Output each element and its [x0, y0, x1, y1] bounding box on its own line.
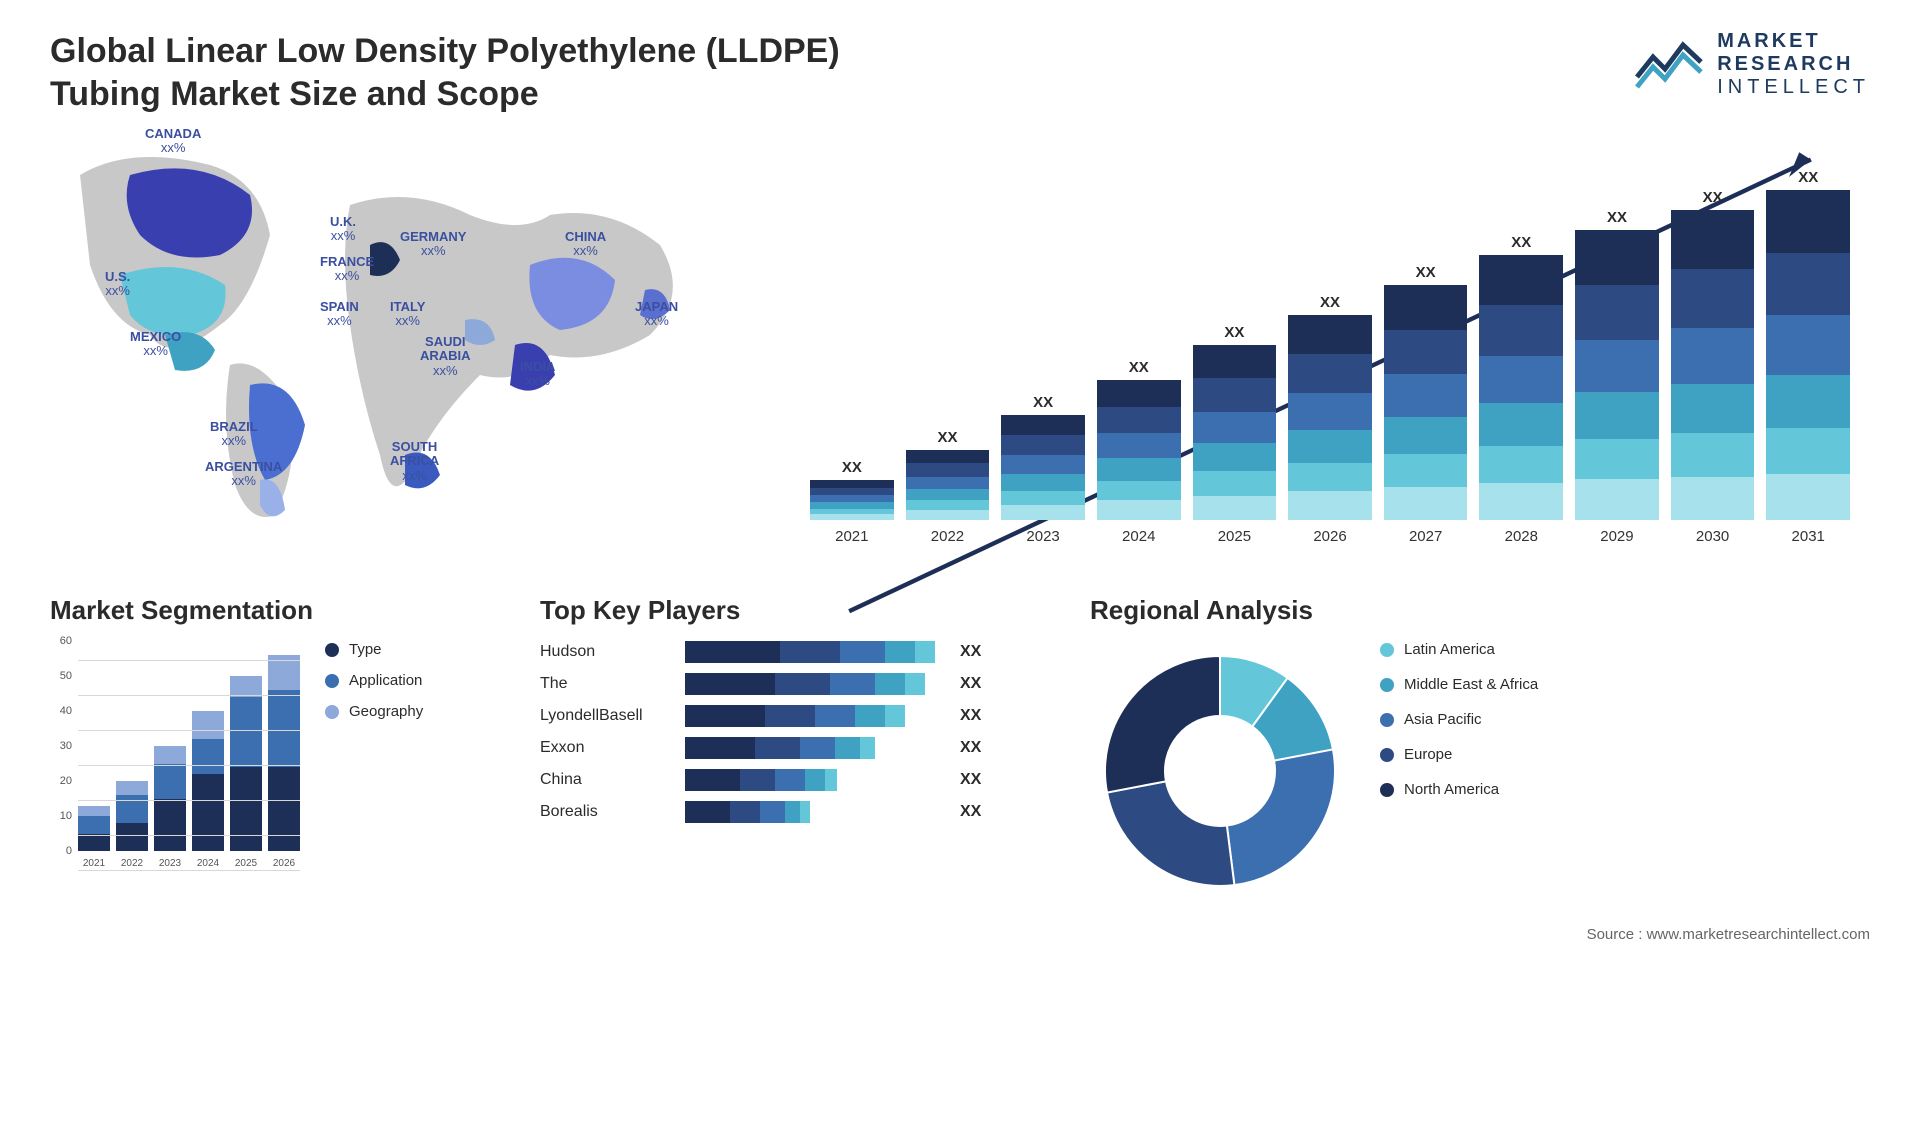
map-label: FRANCExx%	[320, 255, 374, 284]
forecast-bar: XX2030	[1671, 189, 1755, 520]
logo-icon	[1635, 37, 1705, 92]
regional-legend: Latin America Middle East & Africa Asia Pa…	[1380, 641, 1538, 901]
legend-item: Geography	[325, 703, 423, 720]
forecast-bar: XX2029	[1575, 209, 1659, 520]
map-label: JAPANxx%	[635, 300, 678, 329]
regional-title: Regional Analysis	[1090, 595, 1538, 626]
forecast-bar: XX2025	[1193, 324, 1277, 520]
page-title: Global Linear Low Density Polyethylene (…	[50, 30, 950, 115]
player-row: BorealisXX	[540, 801, 1040, 823]
segmentation-bar: 2026	[268, 655, 300, 851]
forecast-bar: XX2022	[906, 429, 990, 520]
segmentation-bar: 2022	[116, 781, 148, 851]
logo-line1: MARKET	[1717, 30, 1870, 53]
forecast-bar: XX2026	[1288, 294, 1372, 520]
map-label: INDIAxx%	[520, 360, 555, 389]
player-row: ExxonXX	[540, 737, 1040, 759]
map-label: CANADAxx%	[145, 127, 201, 156]
legend-item: Latin America	[1380, 641, 1538, 658]
legend-item: Europe	[1380, 746, 1538, 763]
map-label: U.K.xx%	[330, 215, 356, 244]
segmentation-bar: 2025	[230, 676, 262, 851]
legend-item: Application	[325, 672, 423, 689]
player-row: LyondellBasellXX	[540, 705, 1040, 727]
map-label: CHINAxx%	[565, 230, 606, 259]
brand-logo: MARKET RESEARCH INTELLECT	[1635, 30, 1870, 99]
map-label: ARGENTINAxx%	[205, 460, 282, 489]
segmentation-legend: Type Application Geography	[325, 641, 423, 871]
segmentation-bar: 2021	[78, 806, 110, 852]
forecast-bar: XX2027	[1384, 264, 1468, 520]
map-label: SAUDIARABIAxx%	[420, 335, 471, 378]
map-label: U.S.xx%	[105, 270, 130, 299]
player-row: ChinaXX	[540, 769, 1040, 791]
logo-line3: INTELLECT	[1717, 76, 1870, 99]
legend-item: Asia Pacific	[1380, 711, 1538, 728]
legend-item: North America	[1380, 781, 1538, 798]
logo-line2: RESEARCH	[1717, 53, 1870, 76]
player-row: TheXX	[540, 673, 1040, 695]
world-map: CANADAxx% U.S.xx% MEXICOxx% U.K.xx% FRANCExx…	[50, 125, 750, 555]
map-label: GERMANYxx%	[400, 230, 466, 259]
players-chart: HudsonXX TheXX LyondellBasellXX ExxonXX Chin…	[540, 641, 1040, 823]
forecast-bar: XX2028	[1479, 234, 1563, 520]
players-title: Top Key Players	[540, 595, 1040, 626]
forecast-bar-chart: XX2021XX2022XX2023XX2024XX2025XX2026XX20…	[790, 125, 1870, 555]
player-row: HudsonXX	[540, 641, 1040, 663]
source-attribution: Source : www.marketresearchintellect.com	[50, 926, 1870, 943]
legend-item: Type	[325, 641, 423, 658]
segmentation-bar: 2024	[192, 711, 224, 851]
map-label: SPAINxx%	[320, 300, 359, 329]
forecast-bar: XX2024	[1097, 359, 1181, 520]
map-label: ITALYxx%	[390, 300, 425, 329]
forecast-bar: XX2021	[810, 459, 894, 520]
segmentation-chart: 0102030405060 202120222023202420252026	[50, 641, 300, 871]
legend-item: Middle East & Africa	[1380, 676, 1538, 693]
map-label: SOUTHAFRICAxx%	[390, 440, 439, 483]
map-label: MEXICOxx%	[130, 330, 181, 359]
map-label: BRAZILxx%	[210, 420, 258, 449]
forecast-bar: XX2023	[1001, 394, 1085, 520]
regional-donut-chart	[1090, 641, 1350, 901]
segmentation-title: Market Segmentation	[50, 595, 490, 626]
forecast-bar: XX2031	[1766, 169, 1850, 520]
